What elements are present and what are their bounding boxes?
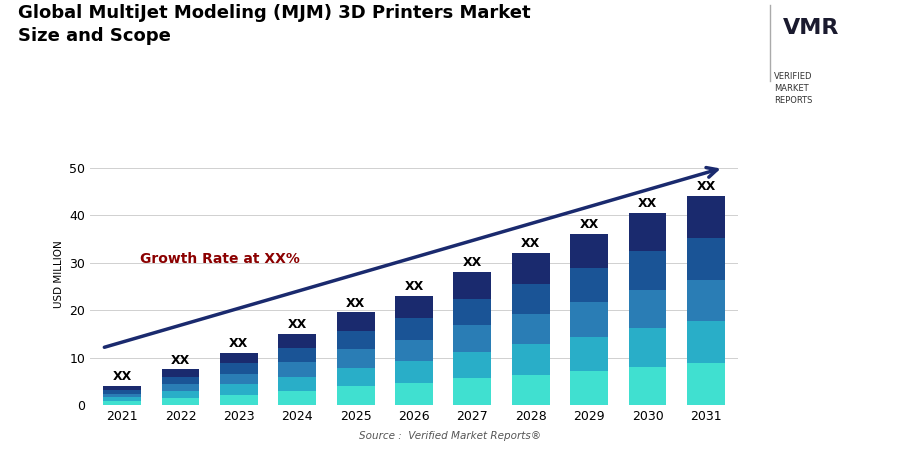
Bar (161, 369, 200, 377)
Bar (337, 350, 374, 368)
Bar (104, 390, 141, 394)
Bar (220, 395, 257, 405)
Bar (687, 363, 725, 405)
Bar (395, 318, 433, 339)
Text: VMR: VMR (783, 18, 840, 38)
Y-axis label: USD MILLION: USD MILLION (54, 241, 64, 308)
Bar (628, 213, 667, 251)
Text: XX: XX (230, 337, 248, 350)
Text: XX: XX (404, 280, 424, 293)
Bar (220, 363, 257, 374)
Bar (454, 378, 491, 405)
Text: XX: XX (580, 218, 598, 231)
Bar (454, 325, 491, 352)
Bar (571, 337, 608, 371)
Bar (571, 268, 608, 302)
Bar (454, 272, 491, 299)
Bar (278, 348, 316, 362)
Bar (571, 302, 608, 337)
Bar (161, 384, 200, 391)
Bar (104, 386, 141, 390)
Bar (104, 401, 141, 405)
Bar (687, 238, 725, 280)
Bar (512, 314, 550, 344)
Bar (454, 299, 491, 325)
Bar (512, 284, 550, 314)
Bar (220, 384, 257, 395)
Text: XX: XX (346, 297, 365, 310)
Bar (161, 398, 200, 405)
Bar (337, 312, 374, 331)
Bar (220, 353, 257, 363)
Text: Growth Rate at XX%: Growth Rate at XX% (140, 252, 300, 266)
Bar (395, 339, 433, 361)
Bar (687, 196, 725, 238)
Text: XX: XX (697, 180, 716, 194)
Text: Source :  Verified Market Reports®: Source : Verified Market Reports® (359, 431, 541, 441)
Bar (337, 331, 374, 350)
Text: XX: XX (521, 237, 540, 250)
Bar (454, 352, 491, 378)
Text: VERIFIED
MARKET
REPORTS: VERIFIED MARKET REPORTS (774, 72, 813, 104)
Bar (512, 375, 550, 405)
Bar (395, 383, 433, 405)
Bar (628, 251, 667, 290)
Bar (220, 374, 257, 384)
Bar (161, 391, 200, 398)
Bar (628, 328, 667, 367)
Bar (278, 362, 316, 377)
Bar (337, 368, 374, 387)
Text: XX: XX (638, 197, 657, 210)
Text: XX: XX (171, 354, 190, 367)
Bar (687, 321, 725, 363)
Bar (278, 377, 316, 391)
Text: XX: XX (288, 318, 307, 331)
Bar (571, 234, 608, 268)
Bar (161, 377, 200, 384)
Bar (104, 397, 141, 401)
Bar (687, 280, 725, 321)
Bar (628, 290, 667, 328)
Bar (395, 361, 433, 383)
Bar (571, 371, 608, 405)
Bar (628, 367, 667, 405)
Text: XX: XX (112, 370, 131, 383)
Bar (104, 394, 141, 397)
Bar (337, 387, 374, 405)
Bar (512, 344, 550, 375)
Text: XX: XX (463, 256, 482, 269)
Text: Global MultiJet Modeling (MJM) 3D Printers Market
Size and Scope: Global MultiJet Modeling (MJM) 3D Printe… (18, 4, 531, 45)
Bar (395, 296, 433, 318)
Bar (512, 253, 550, 284)
Bar (278, 334, 316, 348)
Bar (278, 391, 316, 405)
